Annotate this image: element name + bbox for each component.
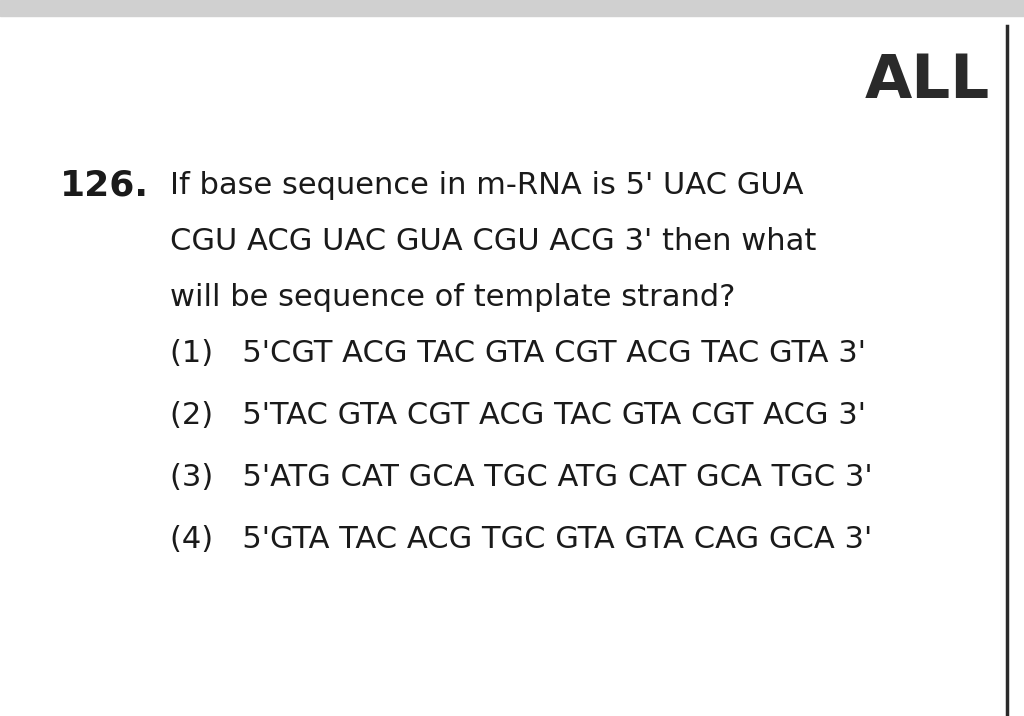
- Text: (1)   5'CGT ACG TAC GTA CGT ACG TAC GTA 3': (1) 5'CGT ACG TAC GTA CGT ACG TAC GTA 3': [170, 339, 866, 369]
- Text: (2)   5'TAC GTA CGT ACG TAC GTA CGT ACG 3': (2) 5'TAC GTA CGT ACG TAC GTA CGT ACG 3': [170, 402, 866, 430]
- Bar: [0, 0, 1024, 16]
- Text: will be sequence of template strand?: will be sequence of template strand?: [170, 284, 735, 312]
- Text: (3)   5'ATG CAT GCA TGC ATG CAT GCA TGC 3': (3) 5'ATG CAT GCA TGC ATG CAT GCA TGC 3': [170, 463, 872, 493]
- Text: ALL: ALL: [864, 52, 990, 110]
- Text: (4)   5'GTA TAC ACG TGC GTA GTA CAG GCA 3': (4) 5'GTA TAC ACG TGC GTA GTA CAG GCA 3': [170, 526, 872, 554]
- Text: If base sequence in m-RNA is 5' UAC GUA: If base sequence in m-RNA is 5' UAC GUA: [170, 172, 804, 200]
- Text: CGU ACG UAC GUA CGU ACG 3' then what: CGU ACG UAC GUA CGU ACG 3' then what: [170, 226, 816, 256]
- Text: 126.: 126.: [60, 169, 150, 203]
